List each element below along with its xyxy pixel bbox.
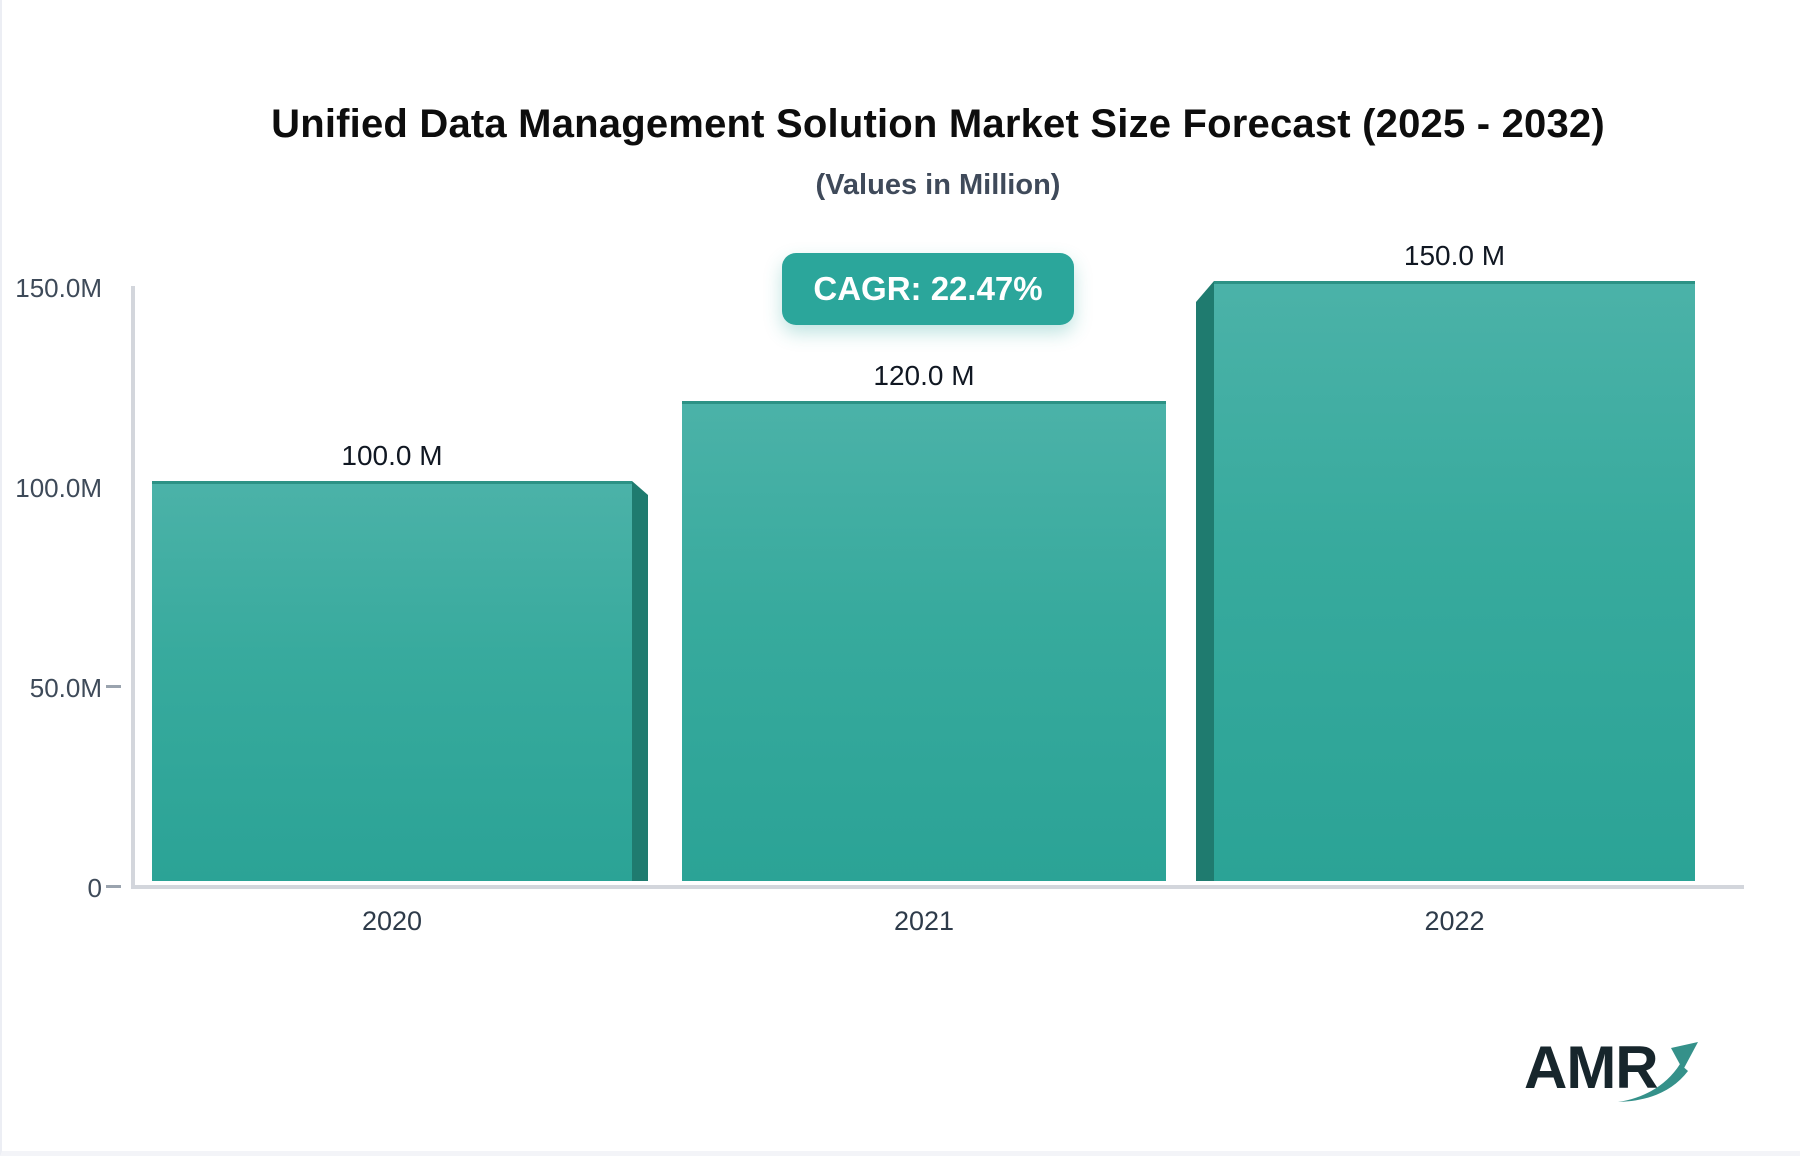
y-axis-line bbox=[131, 286, 135, 887]
bar-3d-side-2020 bbox=[632, 481, 648, 881]
y-tick-label-50: 50.0M bbox=[29, 673, 102, 703]
bar-value-label-2021: 120.0 M bbox=[873, 360, 975, 391]
y-tick-mark-50 bbox=[106, 685, 121, 688]
y-tick-mark-0 bbox=[106, 885, 121, 888]
bar-3d-side-2022 bbox=[1196, 281, 1214, 881]
x-axis-line bbox=[131, 885, 1744, 889]
bar-2022 bbox=[1214, 281, 1695, 881]
bar-2020 bbox=[152, 481, 632, 881]
amr-arrow-icon bbox=[1618, 1042, 1698, 1102]
bar-value-label-2022: 150.0 M bbox=[1403, 240, 1506, 271]
y-tick-label-0: 0 bbox=[87, 873, 102, 903]
chart-subtitle: (Values in Million) bbox=[815, 169, 1061, 201]
amr-logo-text: AMR bbox=[1524, 1034, 1658, 1101]
bar-value-label-2020: 100.0 M bbox=[341, 440, 443, 471]
bar-2021 bbox=[682, 401, 1166, 881]
y-tick-label-100: 100.0M bbox=[15, 473, 102, 503]
amr-logo: AMR bbox=[1524, 1034, 1698, 1102]
cagr-badge: CAGR: 22.47% bbox=[782, 253, 1074, 325]
x-tick-label-2020: 2020 bbox=[361, 906, 423, 936]
x-tick-label-2022: 2022 bbox=[1424, 906, 1485, 936]
y-tick-label-150: 150.0M bbox=[15, 273, 102, 303]
x-tick-label-2021: 2021 bbox=[893, 906, 955, 936]
chart-title: Unified Data Management Solution Market … bbox=[271, 102, 1605, 146]
